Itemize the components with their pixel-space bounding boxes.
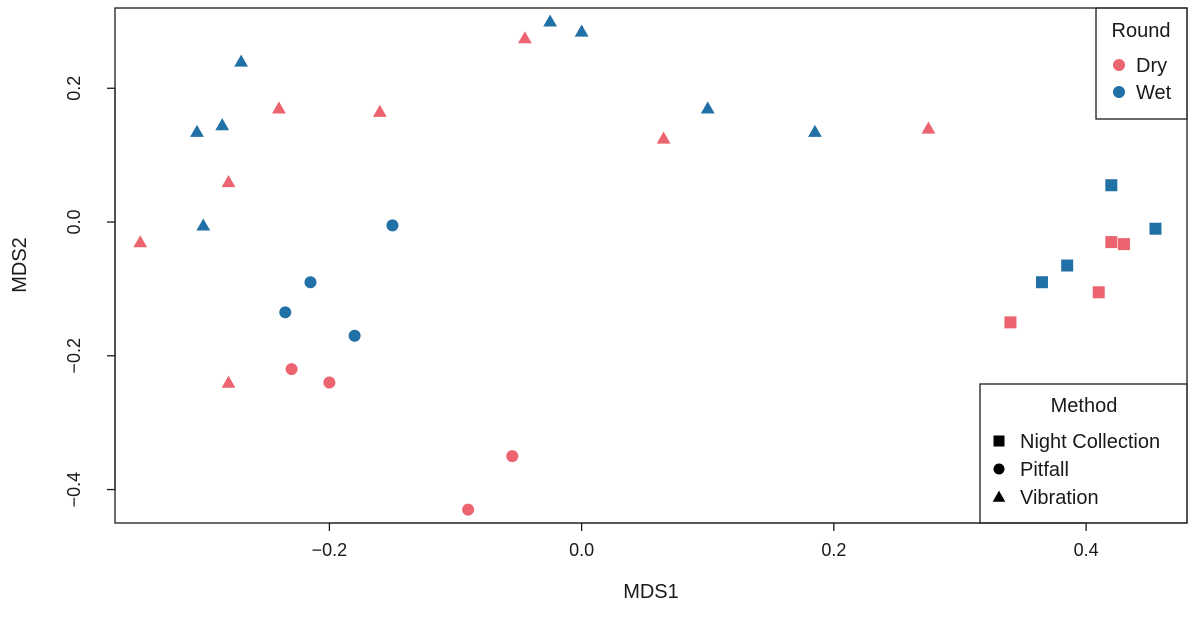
data-point [386, 219, 399, 232]
data-point [808, 124, 822, 137]
data-point [1105, 236, 1118, 249]
data-point [234, 54, 249, 67]
legend-method: Method Night Collection Pitfall Vibration [979, 383, 1188, 524]
data-point [133, 235, 148, 248]
data-point [1149, 222, 1162, 235]
x-axis: −0.2 0.0 0.2 0.4 [312, 522, 1099, 560]
legend-round-title: Round [1112, 20, 1171, 42]
data-point [304, 276, 317, 289]
data-point [517, 31, 532, 44]
legend-method-label: Pitfall [1020, 459, 1069, 481]
y-tick-label: 0.0 [64, 210, 84, 235]
legend-method-label: Night Collection [1020, 431, 1160, 453]
data-point [215, 118, 230, 131]
data-point [1035, 276, 1048, 289]
data-point [196, 218, 211, 231]
legend-round-marker [1113, 86, 1125, 98]
legend-round: Round Dry Wet [1095, 7, 1188, 120]
data-point [1061, 259, 1074, 272]
legend-method-marker [992, 490, 1006, 502]
legend-method-title: Method [1051, 395, 1118, 417]
data-point [1004, 316, 1017, 329]
legend-method-marker [993, 463, 1005, 475]
y-axis-label: MDS2 [9, 237, 31, 293]
data-point [372, 104, 387, 117]
legend-method-marker [993, 435, 1005, 447]
data-point [348, 329, 361, 342]
x-tick-label: 0.2 [821, 540, 846, 560]
y-axis: −0.4 −0.2 0.0 0.2 [64, 76, 116, 508]
x-tick-label: 0.4 [1074, 540, 1099, 560]
legend-round-label: Wet [1136, 82, 1172, 104]
legend-method-label: Vibration [1020, 487, 1099, 509]
y-tick-label: 0.2 [64, 76, 84, 101]
x-tick-label: 0.0 [569, 540, 594, 560]
data-point [921, 121, 936, 134]
y-tick-label: −0.4 [64, 472, 84, 508]
data-point [285, 363, 298, 376]
data-point [700, 101, 715, 114]
x-axis-label: MDS1 [623, 581, 679, 603]
data-point [1117, 238, 1130, 251]
legend-method-box [979, 383, 1188, 524]
data-point [574, 24, 589, 37]
x-tick-label: −0.2 [312, 540, 348, 560]
data-point [221, 174, 236, 188]
legend-round-label: Dry [1136, 55, 1167, 77]
data-point [1105, 179, 1118, 192]
data-point [506, 450, 519, 463]
data-points [133, 14, 1162, 516]
data-point [221, 375, 236, 388]
legend-round-box [1095, 7, 1188, 120]
data-point [190, 124, 204, 137]
data-point [656, 131, 671, 144]
data-point [323, 376, 336, 389]
data-point [543, 14, 558, 27]
legend-round-marker [1113, 59, 1125, 71]
y-tick-label: −0.2 [64, 338, 84, 374]
data-point [462, 503, 475, 516]
data-point [1092, 286, 1105, 299]
data-point [272, 101, 286, 114]
data-point [279, 306, 292, 319]
